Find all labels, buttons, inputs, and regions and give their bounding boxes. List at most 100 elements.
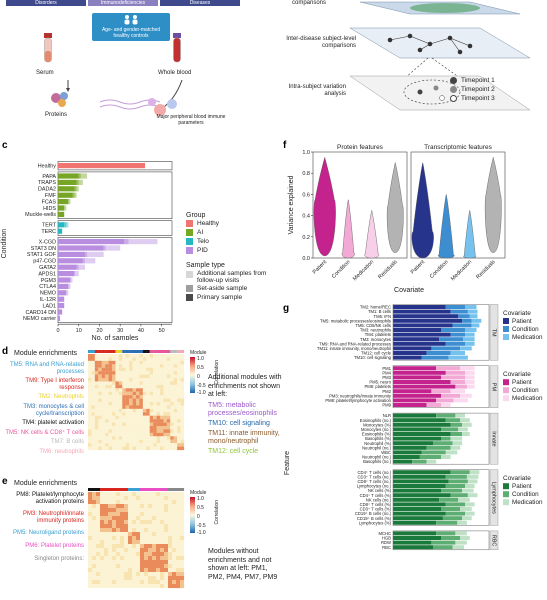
- heatmap-cell: [148, 572, 153, 577]
- heatmap-cell: [88, 354, 92, 358]
- additional-modules-note: Additional modules with enrichments not …: [208, 374, 282, 398]
- bar-patient: [393, 332, 451, 337]
- heatmap-cell: [139, 436, 143, 440]
- heatmap-cell: [164, 560, 169, 565]
- module-color-strip: [153, 350, 157, 353]
- heatmap-cell: [149, 378, 154, 382]
- block-strip: [489, 304, 499, 361]
- heatmap-cell: [140, 568, 145, 573]
- heatmap-cell: [149, 357, 154, 361]
- heatmap-cell: [115, 426, 119, 430]
- y-tick-label: 1.0: [302, 150, 310, 156]
- heatmap-cell: [120, 584, 125, 589]
- heatmap-cell: [91, 378, 95, 382]
- heatmap-cell: [104, 576, 109, 581]
- heatmap-cell: [176, 544, 181, 549]
- bar-patient: [393, 341, 446, 346]
- heatmap-cell: [168, 492, 173, 497]
- group-ai: AI: [186, 228, 219, 237]
- intra-subject-label: Intra-subject variation analysis: [288, 84, 346, 97]
- heatmap-cell: [108, 560, 113, 565]
- bar-patient: [393, 511, 446, 516]
- heatmap-cell: [132, 391, 137, 396]
- heatmap-cell: [140, 516, 145, 521]
- heatmap-cell: [156, 395, 161, 399]
- heatmap-cell: [108, 422, 113, 427]
- heatmap-cell: [180, 532, 185, 537]
- heatmap-cell: [140, 496, 145, 501]
- heatmap-cell: [163, 419, 167, 423]
- heatmap-cell: [173, 412, 178, 416]
- heatmap-cell: [166, 412, 171, 416]
- feature-label: HGB: [382, 536, 391, 541]
- heatmap-cell: [144, 500, 149, 505]
- heatmap-cell: [112, 572, 117, 577]
- heatmap-cell: [132, 446, 137, 451]
- x-tick-label: 0: [56, 328, 59, 334]
- heatmap-cell: [156, 384, 161, 389]
- bar-primary: [58, 290, 67, 296]
- module-color-strip: [108, 350, 113, 353]
- bar-medication: [460, 507, 472, 511]
- panel-d-colorbar: Module 1.0 0.5 0 -0.5 -1.0 Correlation: [190, 350, 230, 400]
- heatmap-cell: [136, 524, 141, 529]
- heatmap-cell: [132, 429, 137, 433]
- legend-title: Covariate: [503, 310, 531, 317]
- heatmap-cell: [160, 381, 164, 385]
- heatmap-cell: [153, 408, 157, 413]
- heatmap-cell: [125, 398, 130, 403]
- heatmap-cell: [136, 580, 141, 585]
- heatmap-cell: [94, 436, 99, 440]
- heatmap-cell: [164, 548, 169, 553]
- heatmap-cell: [173, 405, 178, 409]
- heatmap-cell: [116, 580, 121, 585]
- module-label: TM7: B cells: [50, 439, 84, 446]
- heatmap-cell: [125, 378, 130, 382]
- heatmap-cell: [112, 388, 116, 392]
- heatmap-cell: [132, 412, 137, 416]
- module-color-strip: [129, 350, 133, 353]
- bar-medication: [463, 337, 475, 342]
- comparisons-label: comparisons: [292, 0, 327, 6]
- heatmap-cell: [148, 492, 153, 497]
- heatmap-cell: [104, 524, 109, 529]
- heatmap-cell: [96, 496, 101, 501]
- bar-medication: [458, 497, 470, 502]
- block-name: Innate: [491, 431, 497, 446]
- heatmap-cell: [115, 388, 119, 392]
- heatmap-cell: [125, 371, 130, 375]
- heatmap-cell: [120, 564, 125, 569]
- module-label: TM2: Neutrophils: [38, 394, 84, 401]
- heatmap-cell: [96, 580, 101, 585]
- category-label: Muckle-wells: [25, 212, 56, 218]
- category-label: DADA2: [38, 187, 56, 193]
- heatmap-cell: [108, 415, 113, 420]
- heatmap-cell: [115, 436, 119, 440]
- heatmap-cell: [98, 354, 102, 358]
- heatmap-cell: [172, 580, 177, 585]
- heatmap-cell: [96, 516, 101, 521]
- module-color-strip: [173, 350, 178, 353]
- bar-patient: [393, 520, 437, 525]
- heatmap-cell: [149, 415, 154, 420]
- heatmap-cell: [88, 584, 93, 589]
- heatmap-cell: [160, 516, 165, 521]
- heatmap-cell: [120, 508, 125, 513]
- feature-label: PM1: [382, 366, 391, 371]
- heatmap-cell: [166, 378, 171, 382]
- heatmap-cell: [136, 391, 140, 396]
- heatmap-cell: [148, 564, 153, 569]
- heatmap-cell: [144, 528, 149, 533]
- heatmap-cell: [132, 360, 137, 365]
- heatmap-cell: [168, 540, 173, 545]
- heatmap-cell: [163, 443, 167, 447]
- heatmap-cell: [144, 556, 149, 561]
- feature-label: Neutrophil (no.): [362, 455, 391, 460]
- feature-label: CD4⁺ T cells (%): [360, 493, 392, 498]
- heatmap-cell: [176, 524, 181, 529]
- heatmap-cell: [164, 516, 169, 521]
- heatmap-cell: [115, 381, 119, 385]
- heatmap-cell: [104, 568, 109, 573]
- heatmap-cell: [108, 412, 113, 416]
- module-color-strip: [142, 350, 147, 353]
